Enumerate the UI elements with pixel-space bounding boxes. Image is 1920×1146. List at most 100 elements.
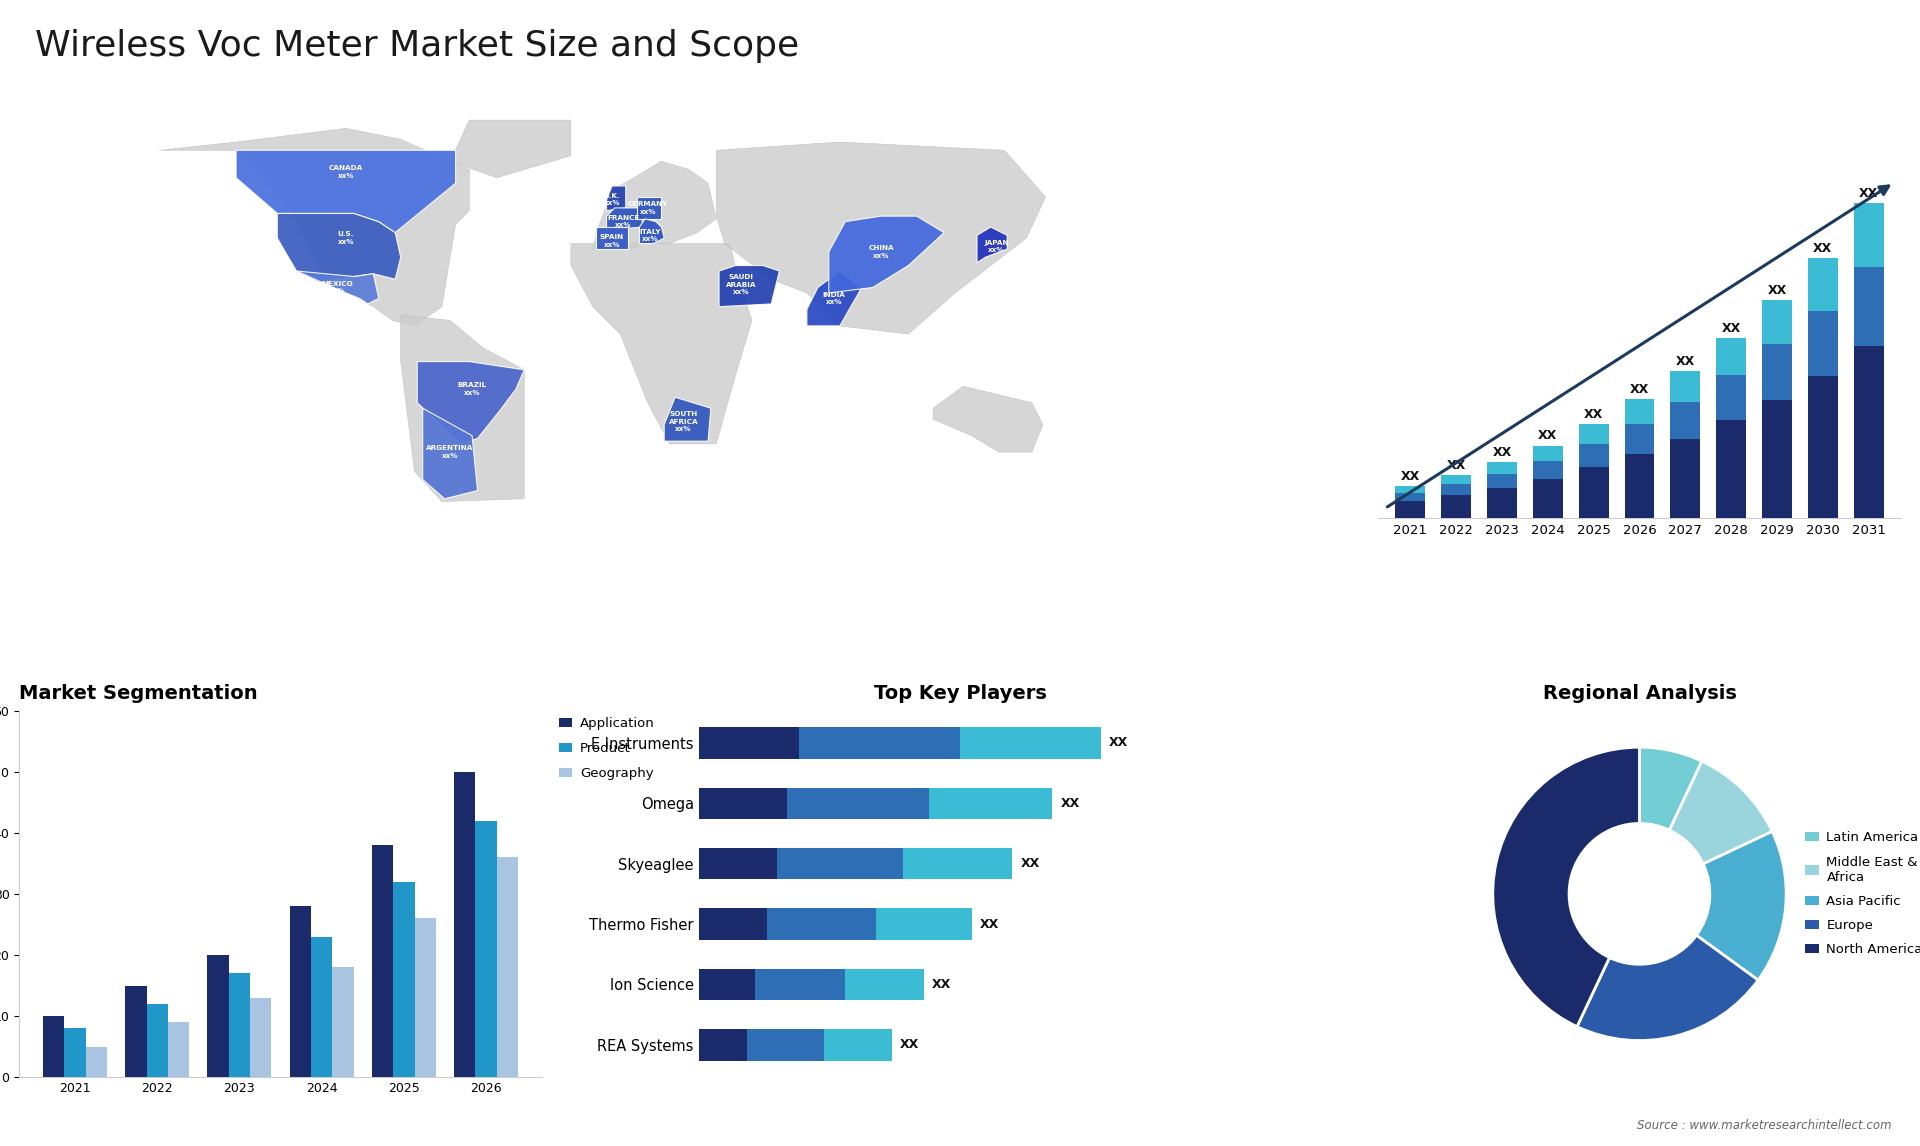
Bar [1396,501,1425,518]
Polygon shape [977,227,1008,262]
Bar [824,1029,891,1060]
Polygon shape [664,398,710,441]
Polygon shape [716,142,1046,335]
Text: MEXICO
xx%: MEXICO xx% [323,281,353,295]
Polygon shape [595,227,628,249]
Bar [311,936,332,1077]
Bar [1763,300,1791,345]
Polygon shape [829,217,945,293]
Bar [1716,421,1745,518]
Bar [1763,400,1791,518]
Polygon shape [296,270,378,304]
Bar [787,787,929,819]
Bar [699,787,787,819]
Text: U.S.
xx%: U.S. xx% [338,231,353,245]
Bar [1716,338,1745,375]
Text: XX: XX [1630,383,1649,397]
Text: XX: XX [1492,446,1511,460]
Text: SAUDI
ARABIA
xx%: SAUDI ARABIA xx% [726,274,756,296]
Polygon shape [570,244,753,444]
Polygon shape [607,186,626,211]
Bar [1624,424,1655,454]
Bar [699,848,778,879]
Bar [929,787,1052,819]
Polygon shape [720,266,780,307]
Bar [1442,474,1471,485]
Text: Wireless Voc Meter Market Size and Scope: Wireless Voc Meter Market Size and Scope [35,29,799,63]
Bar [1578,424,1609,444]
Wedge shape [1640,747,1701,830]
Text: INDIA
xx%: INDIA xx% [824,292,845,305]
Bar [372,845,394,1077]
Legend: Application, Product, Geography: Application, Product, Geography [559,717,655,780]
Bar [497,857,518,1077]
Polygon shape [639,219,664,244]
Text: BRAZIL
xx%: BRAZIL xx% [457,383,486,395]
Wedge shape [1697,832,1786,980]
Bar [766,909,876,940]
Bar [1670,371,1701,402]
Bar [699,728,799,759]
Bar [290,906,311,1077]
Bar [1670,402,1701,439]
Bar [65,1028,86,1077]
Polygon shape [449,120,570,178]
Bar [250,998,271,1077]
Wedge shape [1576,935,1759,1041]
Bar [747,1029,824,1060]
Bar [1486,462,1517,474]
Polygon shape [422,408,478,499]
Bar [332,967,353,1077]
Text: XX: XX [1812,242,1832,254]
Legend: Latin America, Middle East &
Africa, Asia Pacific, Europe, North America: Latin America, Middle East & Africa, Asi… [1801,826,1920,961]
Text: XX: XX [1859,187,1878,199]
Text: XX: XX [1676,355,1695,368]
Polygon shape [159,128,468,325]
Bar [228,973,250,1077]
Bar [1670,439,1701,518]
Bar [1486,474,1517,488]
Text: XX: XX [1108,737,1129,749]
Bar [1486,488,1517,518]
Bar [699,968,755,1000]
Bar [1809,258,1837,311]
Polygon shape [236,150,455,233]
Bar [778,848,902,879]
Bar [876,909,972,940]
Bar [415,918,436,1077]
Text: CHINA
xx%: CHINA xx% [868,245,895,259]
Text: XX: XX [1722,322,1741,335]
Text: XX: XX [1400,470,1421,482]
Text: Market Segmentation: Market Segmentation [19,684,257,704]
Bar [799,728,960,759]
Bar [1763,345,1791,400]
Polygon shape [607,207,641,230]
Bar [1442,495,1471,518]
Text: CANADA
xx%: CANADA xx% [328,165,363,179]
Wedge shape [1492,747,1640,1027]
Bar [476,821,497,1077]
Text: XX: XX [1060,796,1079,810]
Title: Regional Analysis: Regional Analysis [1542,684,1736,704]
Bar [1624,454,1655,518]
Text: U.K.
xx%: U.K. xx% [603,193,620,206]
Text: XX: XX [1584,408,1603,422]
Bar [453,771,476,1077]
Polygon shape [276,213,401,282]
Bar [1532,479,1563,518]
Text: FRANCE
xx%: FRANCE xx% [607,214,639,228]
Polygon shape [401,315,524,502]
Bar [1855,346,1884,518]
Bar [394,881,415,1077]
Text: Source : www.marketresearchintellect.com: Source : www.marketresearchintellect.com [1636,1120,1891,1132]
Bar [1396,486,1425,493]
Text: XX: XX [1768,284,1788,297]
Bar [1855,203,1884,267]
Bar [902,848,1012,879]
Polygon shape [637,197,660,219]
Bar [42,1017,65,1077]
Bar [1624,399,1655,424]
Bar [1578,468,1609,518]
Bar [1855,267,1884,346]
Polygon shape [933,386,1043,453]
